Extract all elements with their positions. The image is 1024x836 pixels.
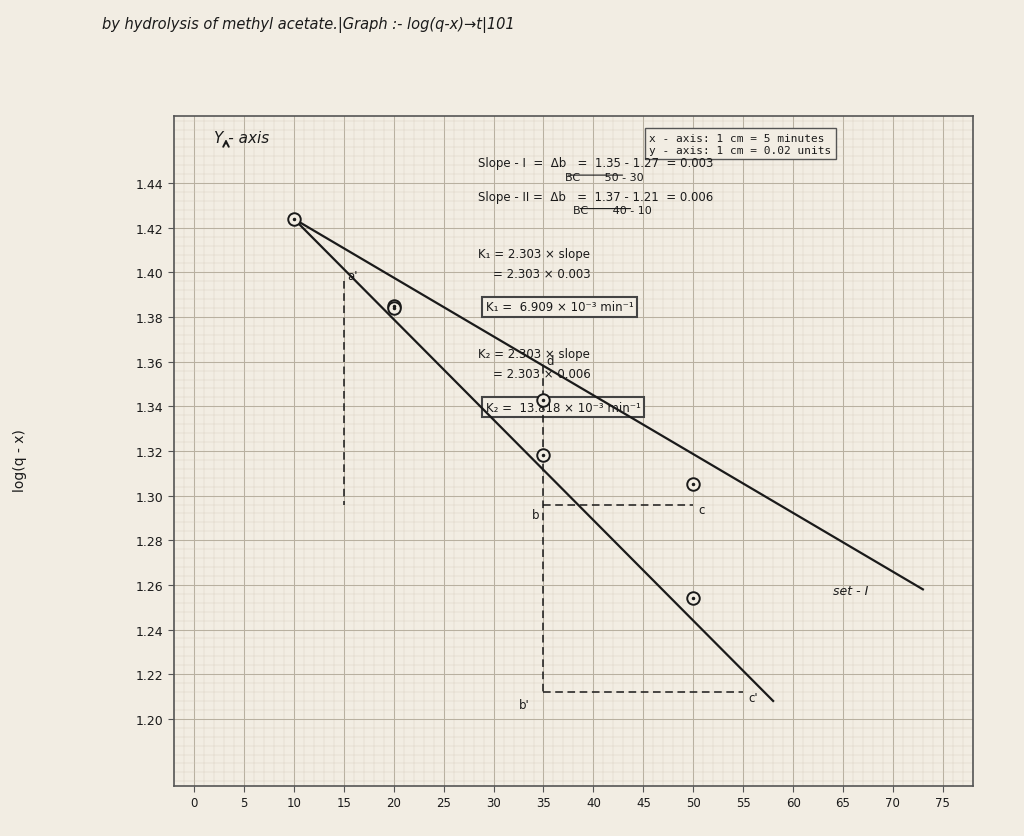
Text: Y - axis: Y - axis — [214, 130, 269, 145]
Text: b': b' — [518, 698, 529, 711]
Text: Slope - II =  Δb   =  1.37 - 1.21  = 0.006: Slope - II = Δb = 1.37 - 1.21 = 0.006 — [477, 191, 713, 204]
Text: K₁ =  6.909 × 10⁻³ min⁻¹: K₁ = 6.909 × 10⁻³ min⁻¹ — [485, 301, 633, 314]
Text: by hydrolysis of methyl acetate.|Graph :- log(q-x)→t|101: by hydrolysis of methyl acetate.|Graph :… — [102, 17, 515, 33]
Text: K₂ = 2.303 × slope: K₂ = 2.303 × slope — [477, 348, 590, 361]
Text: x - axis: 1 cm = 5 minutes
y - axis: 1 cm = 0.02 units: x - axis: 1 cm = 5 minutes y - axis: 1 c… — [649, 134, 831, 155]
Text: b: b — [531, 508, 539, 522]
Text: = 2.303 × 0.003: = 2.303 × 0.003 — [477, 268, 590, 281]
Text: BC       50 - 30: BC 50 - 30 — [565, 172, 644, 182]
Text: d: d — [547, 354, 554, 368]
Text: K₁ = 2.303 × slope: K₁ = 2.303 × slope — [477, 247, 590, 261]
Text: c': c' — [749, 691, 758, 704]
Text: BC       40 - 10: BC 40 - 10 — [573, 206, 652, 216]
Text: = 2.303 × 0.006: = 2.303 × 0.006 — [477, 368, 591, 381]
Text: Slope - I  =  Δb   =  1.35 - 1.27  = 0.003: Slope - I = Δb = 1.35 - 1.27 = 0.003 — [477, 157, 713, 171]
Text: a': a' — [347, 270, 357, 283]
Text: K₂ =  13.818 × 10⁻³ min⁻¹: K₂ = 13.818 × 10⁻³ min⁻¹ — [485, 401, 640, 415]
Text: c: c — [698, 504, 705, 517]
Text: log(q - x): log(q - x) — [13, 428, 28, 492]
Text: set - I: set - I — [834, 584, 868, 597]
